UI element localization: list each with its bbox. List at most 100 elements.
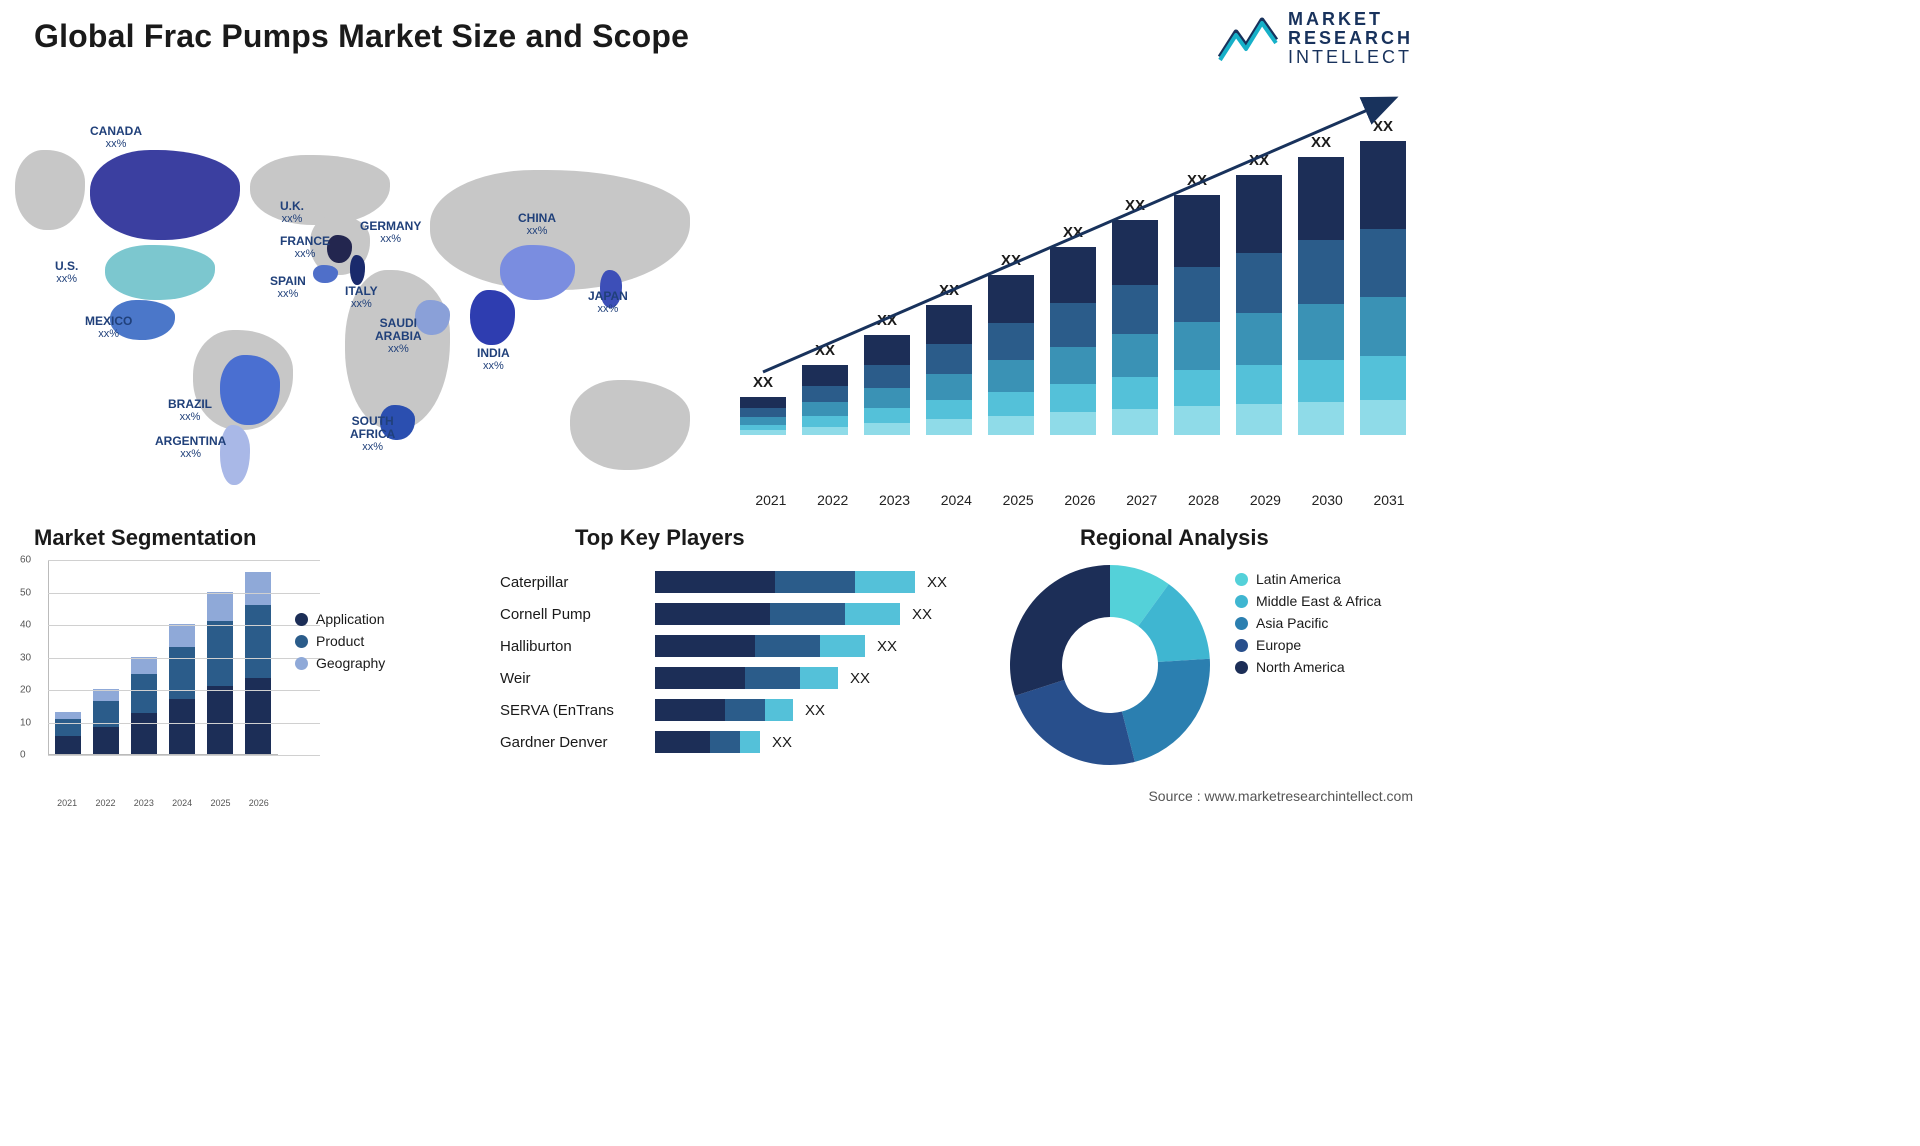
- legend-label: Application: [316, 611, 385, 627]
- x-tick: 2023: [125, 798, 163, 808]
- bar-segment: [131, 657, 157, 675]
- bar-segment: [655, 603, 770, 625]
- player-row: CaterpillarXX: [500, 567, 980, 597]
- bar-segment: [775, 571, 855, 593]
- world-map: CANADAxx%U.S.xx%MEXICOxx%BRAZILxx%ARGENT…: [10, 95, 710, 505]
- map-label: BRAZILxx%: [168, 398, 212, 423]
- map-country-spain: [313, 265, 338, 283]
- logo-text-2: RESEARCH: [1288, 29, 1413, 48]
- logo-text-3: INTELLECT: [1288, 48, 1413, 67]
- bar-segment: [207, 621, 233, 686]
- player-row: HalliburtonXX: [500, 631, 980, 661]
- bar-segment: [93, 727, 119, 754]
- legend-swatch: [295, 635, 308, 648]
- legend-item: Middle East & Africa: [1235, 593, 1381, 609]
- map-label: SAUDIARABIAxx%: [375, 317, 422, 355]
- player-value: XX: [912, 606, 932, 623]
- y-tick: 30: [20, 652, 31, 663]
- bar-segment: [207, 592, 233, 621]
- map-landmass: [250, 155, 390, 225]
- legend-label: Latin America: [1256, 571, 1341, 587]
- x-tick: 2021: [48, 798, 86, 808]
- legend-swatch: [1235, 595, 1248, 608]
- x-tick: 2031: [1358, 492, 1420, 508]
- player-bar: [655, 603, 900, 625]
- legend-swatch: [1235, 617, 1248, 630]
- player-bar: [655, 635, 865, 657]
- key-players: CaterpillarXXCornell PumpXXHalliburtonXX…: [500, 565, 980, 759]
- gridline: [48, 755, 320, 756]
- donut-slice: [1015, 680, 1135, 765]
- bar-segment: [725, 699, 765, 721]
- map-label: CHINAxx%: [518, 212, 556, 237]
- legend-item: Application: [295, 611, 385, 627]
- x-tick: 2022: [802, 492, 864, 508]
- gridline: [48, 723, 320, 724]
- bar-segment: [755, 635, 820, 657]
- gridline: [48, 690, 320, 691]
- logo-text-1: MARKET: [1288, 10, 1413, 29]
- map-country-canada: [90, 150, 240, 240]
- gridline: [48, 658, 320, 659]
- x-tick: 2028: [1173, 492, 1235, 508]
- map-landmass: [570, 380, 690, 470]
- legend-swatch: [1235, 639, 1248, 652]
- trend-arrow: [740, 95, 1420, 455]
- legend-label: Middle East & Africa: [1256, 593, 1381, 609]
- legend-item: Latin America: [1235, 571, 1381, 587]
- legend-label: Geography: [316, 655, 385, 671]
- legend-label: Product: [316, 633, 364, 649]
- bar-segment: [131, 713, 157, 754]
- legend-item: Asia Pacific: [1235, 615, 1381, 631]
- bar-segment: [207, 686, 233, 754]
- player-row: Weir XX: [500, 663, 980, 693]
- x-tick: 2023: [864, 492, 926, 508]
- bar-segment: [131, 674, 157, 713]
- player-value: XX: [850, 670, 870, 687]
- x-tick: 2025: [987, 492, 1049, 508]
- legend-swatch: [295, 657, 308, 670]
- legend-swatch: [1235, 661, 1248, 674]
- map-country-italy: [350, 255, 365, 285]
- player-bar: [655, 731, 760, 753]
- bar-segment: [655, 699, 725, 721]
- player-value: XX: [805, 702, 825, 719]
- y-tick: 20: [20, 685, 31, 696]
- x-tick: 2025: [201, 798, 239, 808]
- x-tick: 2027: [1111, 492, 1173, 508]
- bar-segment: [55, 736, 81, 754]
- y-tick: 10: [20, 717, 31, 728]
- legend-swatch: [1235, 573, 1248, 586]
- bar-segment: [655, 571, 775, 593]
- bar-segment: [655, 667, 745, 689]
- donut-slice: [1010, 565, 1110, 696]
- bar-segment: [655, 635, 755, 657]
- segmentation-title: Market Segmentation: [34, 525, 257, 551]
- legend-label: North America: [1256, 659, 1345, 675]
- x-tick: 2026: [1049, 492, 1111, 508]
- gridline: [48, 560, 320, 561]
- bar-segment: [770, 603, 845, 625]
- map-country-india: [470, 290, 515, 345]
- x-tick: 2024: [925, 492, 987, 508]
- logo-mark-icon: [1218, 12, 1278, 64]
- player-name: Gardner Denver: [500, 734, 655, 751]
- player-name: Weir: [500, 670, 655, 687]
- segmentation-legend: Application Product Geography: [295, 605, 385, 677]
- player-bar: [655, 699, 793, 721]
- bar-segment: [245, 605, 271, 678]
- x-tick: 2021: [740, 492, 802, 508]
- map-label: ITALYxx%: [345, 285, 378, 310]
- x-tick: 2030: [1296, 492, 1358, 508]
- gridline: [48, 593, 320, 594]
- y-tick: 40: [20, 620, 31, 631]
- bar-segment: [740, 731, 760, 753]
- bar-segment: [169, 647, 195, 699]
- bar-segment: [169, 624, 195, 647]
- bar-segment: [169, 699, 195, 754]
- map-landmass: [15, 150, 85, 230]
- player-row: Cornell PumpXX: [500, 599, 980, 629]
- player-name: Halliburton: [500, 638, 655, 655]
- legend-item: Europe: [1235, 637, 1381, 653]
- bar-segment: [745, 667, 800, 689]
